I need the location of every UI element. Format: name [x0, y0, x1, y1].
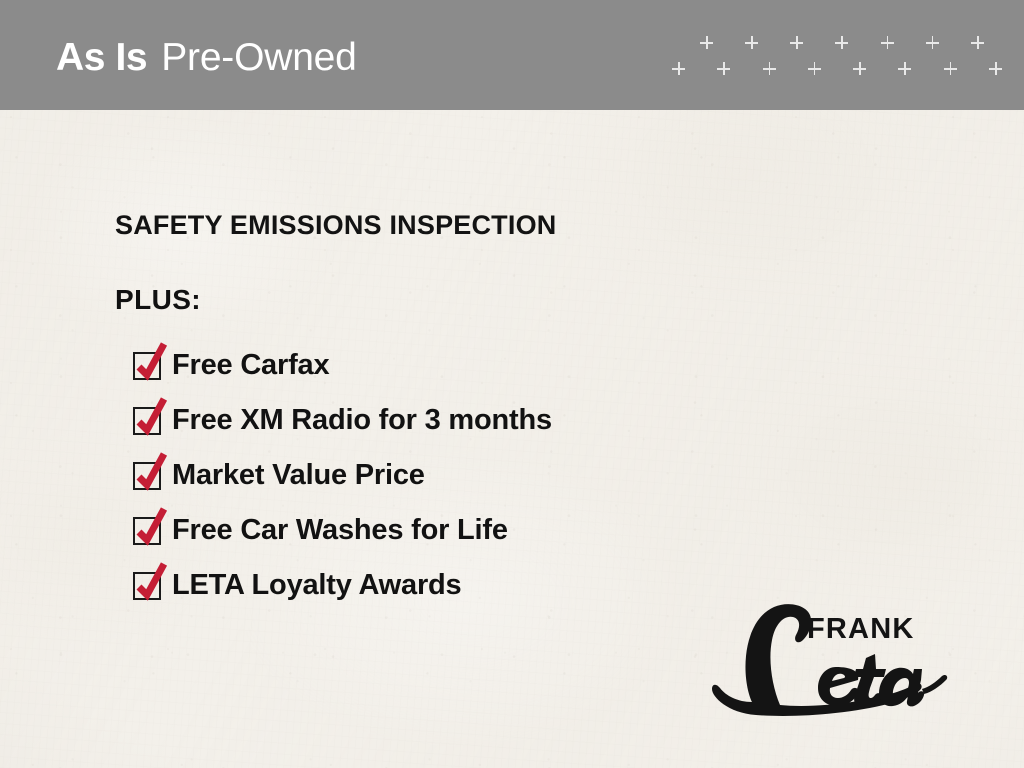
headline-text: SAFETY EMISSIONS INSPECTION	[115, 210, 557, 240]
plus-icon	[943, 62, 957, 75]
plus-icon	[970, 36, 984, 49]
plus-icon	[880, 36, 894, 49]
list-item-label: Free Car Washes for Life	[172, 514, 508, 546]
frank-leta-logo: FRANK	[708, 598, 1008, 730]
checkbox-checked-icon	[133, 341, 168, 381]
list-item-label: LETA Loyalty Awards	[172, 569, 462, 601]
plus-heading-text: PLUS:	[115, 284, 201, 315]
list-item: Market Value Price	[115, 448, 835, 503]
list-item: Free XM Radio for 3 months	[115, 393, 835, 448]
checkbox-checked-icon	[133, 561, 168, 601]
plus-icon	[700, 36, 713, 49]
slide-title-light: Pre-Owned	[161, 36, 357, 79]
checkbox-checked-icon	[133, 396, 168, 436]
plus-icon	[672, 62, 685, 75]
list-item: LETA Loyalty Awards	[115, 558, 835, 613]
plus-icon	[835, 36, 849, 49]
checkbox-checked-icon	[133, 506, 168, 546]
list-item-label: Market Value Price	[172, 459, 425, 491]
plus-icon	[762, 62, 776, 75]
slide-content: SAFETY EMISSIONS INSPECTION PLUS: Free C…	[115, 212, 835, 613]
header-band: As Is Pre-Owned	[0, 0, 1024, 110]
list-item: Free Carfax	[115, 338, 835, 393]
slide-title: As Is Pre-Owned	[56, 38, 357, 77]
plus-icon	[988, 62, 1002, 75]
slide-title-bold: As Is	[56, 36, 148, 79]
list-item-label: Free Carfax	[172, 349, 330, 381]
plus-icon	[790, 36, 804, 49]
plus-icon	[898, 62, 912, 75]
plus-icon	[853, 62, 867, 75]
list-item: Free Car Washes for Life	[115, 503, 835, 558]
plus-pattern-decoration	[672, 36, 1002, 92]
plus-icon	[925, 36, 939, 49]
list-item-label: Free XM Radio for 3 months	[172, 404, 552, 436]
checkbox-checked-icon	[133, 451, 168, 491]
plus-icon	[717, 62, 731, 75]
benefits-checklist: Free Carfax Free XM Radio for 3 months M…	[115, 338, 835, 613]
plus-icon	[745, 36, 759, 49]
plus-pattern-row-top	[672, 36, 1002, 49]
logo-frank-text: FRANK	[807, 613, 915, 645]
plus-icon	[807, 62, 821, 75]
plus-pattern-row-bottom	[672, 62, 1002, 75]
